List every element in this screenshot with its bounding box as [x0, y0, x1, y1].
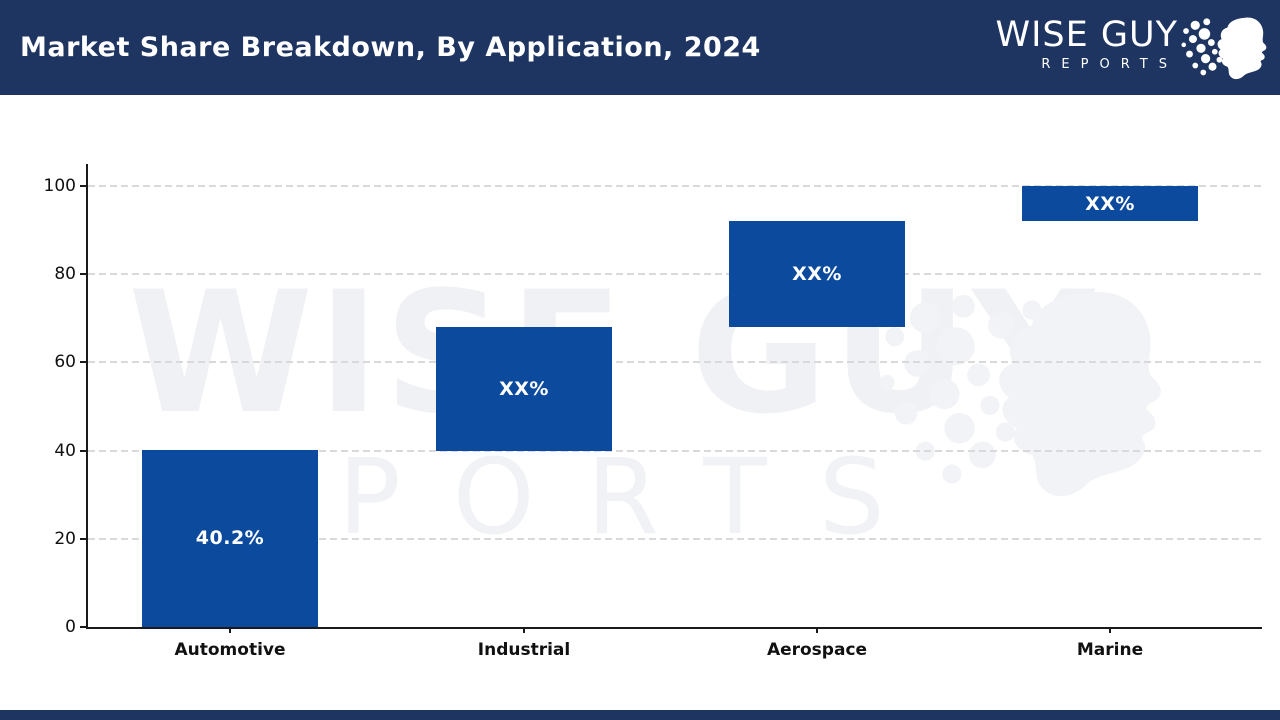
y-tick-label: 0 — [65, 617, 76, 637]
bar-value-label: XX% — [1085, 192, 1135, 215]
gridline-60 — [88, 361, 1262, 364]
x-tick-label: Automotive — [174, 640, 286, 660]
bar-automotive: 40.2% — [142, 449, 318, 627]
y-tick-mark — [80, 449, 87, 452]
x-tick-label: Marine — [1076, 640, 1144, 660]
y-tick-mark — [80, 626, 87, 628]
y-tick-mark — [80, 361, 87, 364]
gridline-20 — [88, 537, 1262, 540]
page-title: Market Share Breakdown, By Application, … — [20, 32, 761, 63]
gridline-80 — [88, 273, 1262, 276]
x-axis-spine — [86, 627, 1262, 629]
watermark-face-icon — [879, 291, 1161, 497]
bar-value-label: 40.2% — [195, 527, 265, 550]
gridline-40 — [88, 449, 1262, 452]
y-tick-label: 20 — [54, 528, 76, 549]
y-tick-mark — [80, 537, 87, 540]
logo-name-text: WISE GUY — [995, 15, 1178, 55]
x-tick-mark — [816, 627, 818, 633]
logo-face-icon — [1181, 17, 1267, 80]
x-tick-mark — [523, 627, 525, 633]
gridline-100 — [88, 185, 1262, 187]
bar-value-label: XX% — [499, 377, 549, 400]
bar-marine: XX% — [1022, 186, 1198, 222]
logo-wordmark: WISE GUY REPORTS — [995, 16, 1178, 72]
bar-industrial: XX% — [436, 327, 612, 451]
x-tick-label: Aerospace — [766, 640, 868, 660]
y-tick-label: 100 — [43, 176, 76, 196]
y-axis-spine — [86, 164, 88, 629]
bar-value-label: XX% — [792, 263, 842, 286]
y-tick-label: 40 — [54, 440, 76, 461]
bar-aerospace: XX% — [729, 221, 905, 328]
y-tick-label: 80 — [54, 264, 76, 285]
y-tick-label: 60 — [54, 352, 76, 373]
watermark-sub-text: PORTS — [338, 436, 937, 558]
header-bar: Market Share Breakdown, By Application, … — [0, 0, 1280, 95]
x-tick-mark — [229, 627, 231, 633]
y-tick-mark — [80, 273, 87, 276]
logo-sub-text: REPORTS — [1041, 57, 1178, 72]
y-tick-mark — [80, 185, 87, 187]
x-tick-mark — [1109, 627, 1111, 633]
x-tick-label: Industrial — [477, 640, 571, 660]
brand-logo: WISE GUY REPORTS — [995, 6, 1270, 90]
footer-bar — [0, 710, 1280, 720]
